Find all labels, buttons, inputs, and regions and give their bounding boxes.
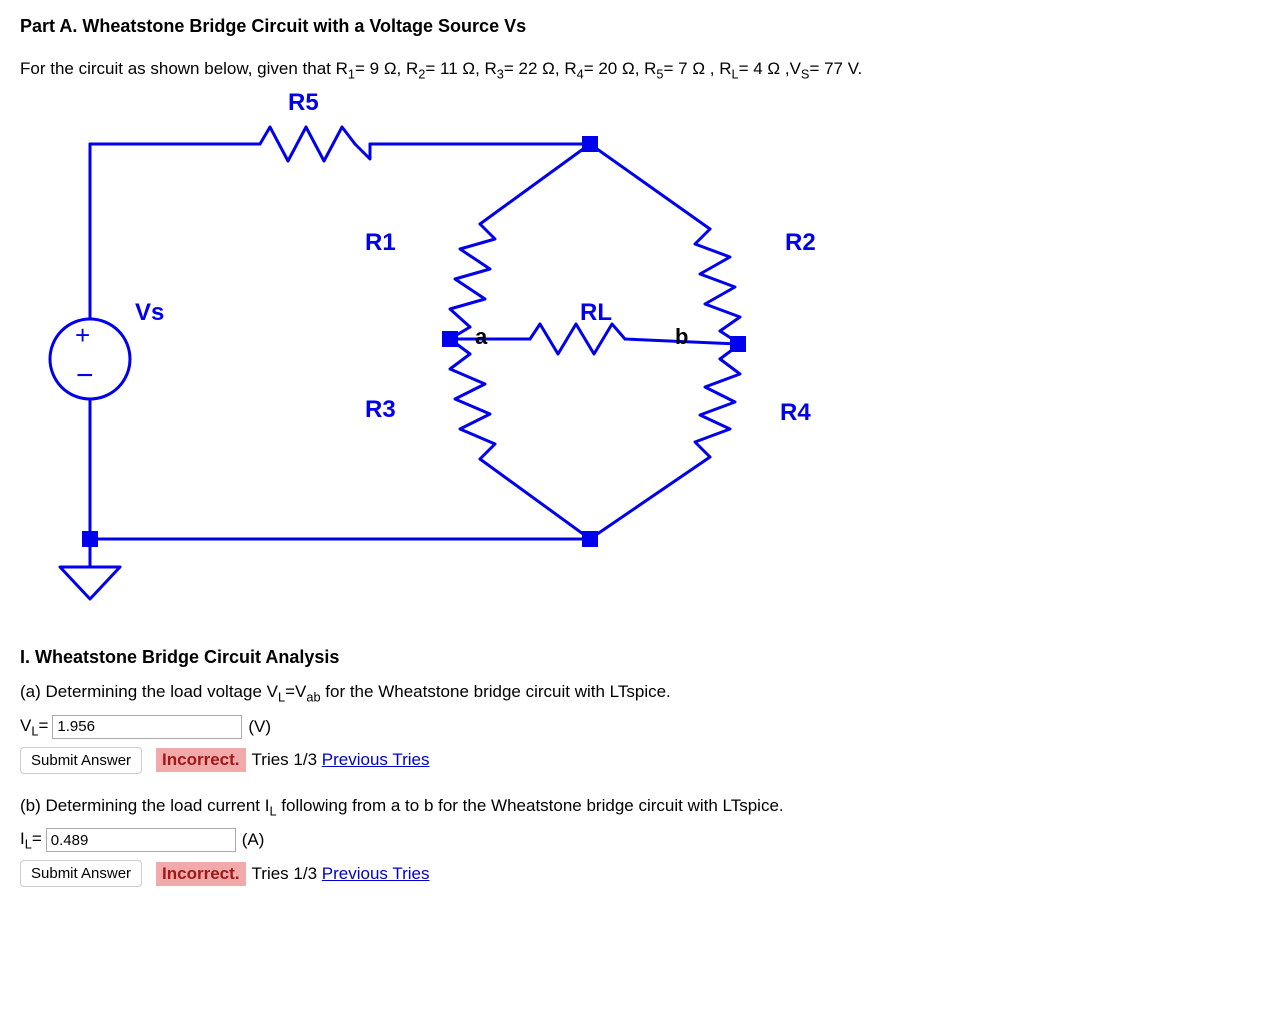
qa-var-label: VL= <box>20 716 48 738</box>
question-b-text: (b) Determining the load current IL foll… <box>20 796 1260 818</box>
label-r1: R1 <box>365 229 396 257</box>
label-rl: RL <box>580 299 612 327</box>
problem-statement: For the circuit as shown below, given th… <box>20 59 1260 81</box>
label-r5: R5 <box>288 89 319 117</box>
qb-tries-text: Tries 1/3 Previous Tries <box>252 864 430 884</box>
qb-input[interactable] <box>46 828 236 852</box>
qa-input[interactable] <box>52 715 242 739</box>
qa-submit-button[interactable]: Submit Answer <box>20 747 142 774</box>
qa-prev-tries-link[interactable]: Previous Tries <box>322 750 430 769</box>
qa-status-badge: Incorrect. <box>156 748 245 772</box>
label-node-a: a <box>475 324 487 350</box>
source-plus: + <box>75 320 90 350</box>
qb-unit: (A) <box>242 830 265 850</box>
question-a-text: (a) Determining the load voltage VL=Vab … <box>20 682 1260 704</box>
label-node-b: b <box>675 324 688 350</box>
qa-tries-text: Tries 1/3 Previous Tries <box>252 750 430 770</box>
qa-unit: (V) <box>248 717 271 737</box>
circuit-diagram: + − R5 R1 R2 R3 R4 RL Vs a b <box>30 89 850 629</box>
label-vs: Vs <box>135 299 164 327</box>
qb-status-badge: Incorrect. <box>156 862 245 886</box>
label-r3: R3 <box>365 396 396 424</box>
label-r4: R4 <box>780 399 811 427</box>
qb-submit-button[interactable]: Submit Answer <box>20 860 142 887</box>
section-header: I. Wheatstone Bridge Circuit Analysis <box>20 647 1260 668</box>
qb-prev-tries-link[interactable]: Previous Tries <box>322 864 430 883</box>
page-title: Part A. Wheatstone Bridge Circuit with a… <box>20 16 1260 37</box>
source-minus: − <box>76 359 94 392</box>
label-r2: R2 <box>785 229 816 257</box>
qb-var-label: IL= <box>20 829 42 851</box>
